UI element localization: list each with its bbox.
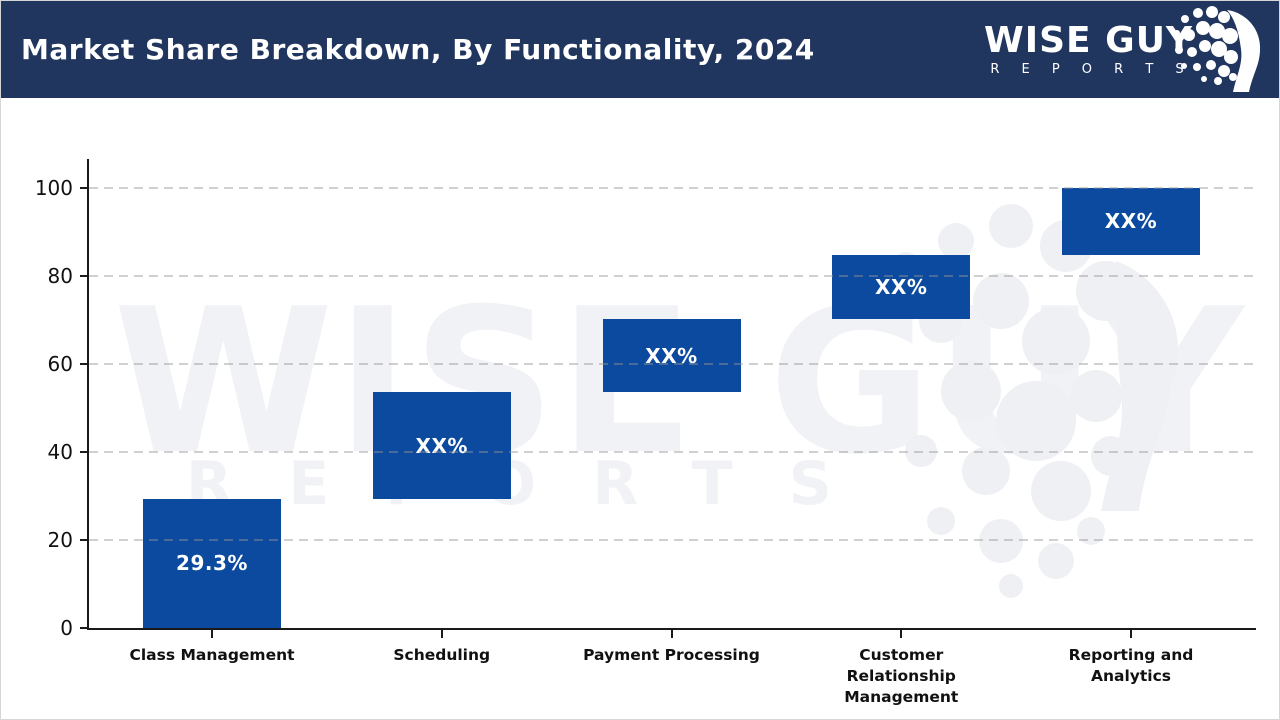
x-category-label: Scheduling — [327, 645, 557, 666]
gridline — [89, 538, 1256, 541]
x-category-label-line: Relationship — [846, 667, 956, 685]
watermark-reports-text: REPORTS — [186, 449, 888, 519]
y-tick-label: 60 — [47, 351, 73, 376]
x-category-label-line: Payment Processing — [583, 646, 760, 664]
wiseguy-logo-name: WISE GUY — [983, 19, 1193, 61]
y-tick-label: 20 — [47, 527, 73, 552]
bar-value-label: XX% — [1104, 209, 1158, 234]
x-category-label: Reporting and Analytics — [1016, 645, 1246, 687]
x-category-label-line: Analytics — [1090, 667, 1172, 685]
x-category-label: Customer Relationship Management — [786, 645, 1016, 708]
y-tick-label: 80 — [47, 263, 73, 288]
page-title: Market Share Breakdown, By Functionality… — [21, 33, 815, 66]
y-tick-label: 100 — [34, 175, 73, 200]
x-category-label-line: Customer — [859, 646, 944, 664]
wiseguy-logo-text: WISE GUY R E P O R T S — [983, 19, 1193, 77]
x-tick-mark — [440, 630, 443, 638]
gridline — [89, 362, 1256, 365]
x-category-label-line: Class Management — [129, 646, 295, 664]
bar-segment: 29.3% — [143, 498, 281, 628]
bar-value-label: XX% — [875, 275, 928, 300]
bar-value-label: XX% — [415, 433, 468, 458]
bar-segment: XX% — [602, 318, 741, 393]
bar-segment: XX% — [832, 255, 971, 319]
plot-area: 0 20 40 60 80 100 29.3% Class Management XX% Sche… — [1, 98, 1279, 719]
x-category-label: Payment Processing — [557, 645, 787, 666]
header-bar: Market Share Breakdown, By Functionality… — [1, 1, 1279, 98]
x-tick-mark — [670, 630, 673, 638]
x-category-label: Class Management — [97, 645, 327, 666]
x-category-label-line: Management — [844, 688, 959, 706]
x-tick-mark — [211, 630, 213, 638]
y-tick-label: 40 — [47, 439, 73, 464]
wiseguy-head-icon — [1174, 5, 1261, 92]
y-tick-mark — [80, 450, 88, 453]
bar-segment: XX% — [1062, 187, 1200, 256]
bar-value-label: 29.3% — [176, 551, 248, 576]
y-tick-mark — [80, 538, 88, 541]
bar-value-label: XX% — [645, 343, 698, 368]
x-category-label-line: Scheduling — [393, 646, 491, 664]
bar-segment: XX% — [372, 392, 511, 499]
y-tick-mark — [80, 362, 88, 365]
y-tick-label: 0 — [60, 616, 73, 640]
y-tick-mark — [80, 274, 88, 277]
y-tick-mark — [80, 186, 88, 189]
gridline — [89, 274, 1256, 277]
x-tick-mark — [900, 630, 903, 638]
y-axis-spine — [87, 159, 89, 630]
x-tick-mark — [1130, 630, 1132, 638]
gridline — [89, 186, 1256, 189]
wiseguy-logo: WISE GUY R E P O R T S — [984, 5, 1263, 95]
wiseguy-logo-sub: R E P O R T S — [990, 61, 1193, 77]
x-category-label-line: Reporting and — [1068, 646, 1194, 664]
gridline — [89, 450, 1256, 453]
x-axis-spine — [87, 628, 1256, 630]
y-tick-mark — [80, 627, 88, 629]
